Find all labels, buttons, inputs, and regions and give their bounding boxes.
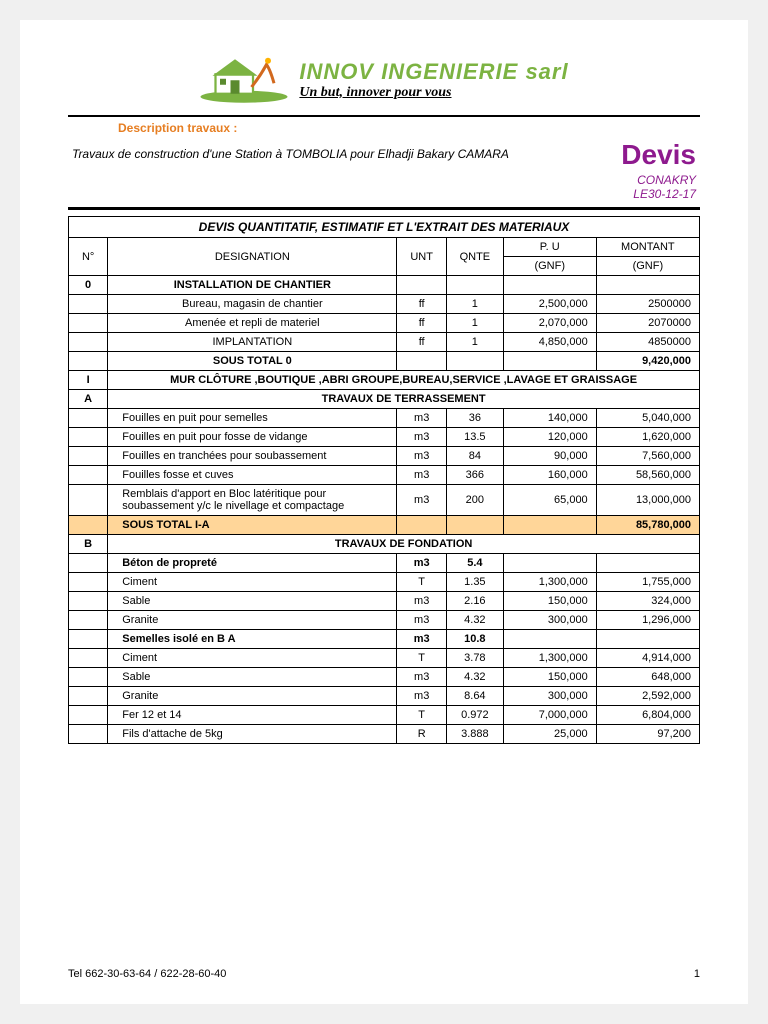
logo-header: INNOV INGENIERIE sarl Un but, innover po… [68, 52, 700, 107]
location-date: CONAKRY LE30-12-17 [68, 173, 700, 201]
thick-divider [68, 207, 700, 210]
col-pu-currency: (GNF) [503, 257, 596, 276]
table-row: IMPLANTATION ff 1 4,850,000 4850000 [69, 333, 700, 352]
table-row: Sable m3 4.32 150,000 648,000 [69, 668, 700, 687]
table-row: Fer 12 et 14 T 0.972 7,000,000 6,804,000 [69, 706, 700, 725]
section-B-num: B [69, 535, 108, 554]
table-row: Granite m3 4.32 300,000 1,296,000 [69, 611, 700, 630]
section-I-num: I [69, 371, 108, 390]
table-row: Amenée et repli de materiel ff 1 2,070,0… [69, 314, 700, 333]
col-designation: DESIGNATION [108, 238, 397, 276]
table-row: Fils d'attache de 5kg R 3.888 25,000 97,… [69, 725, 700, 744]
description-label: Description travaux : [118, 121, 700, 135]
section-0-title: INSTALLATION DE CHANTIER [108, 276, 397, 295]
col-num: N° [69, 238, 108, 276]
company-name: INNOV INGENIERIE sarl [299, 59, 568, 85]
devis-title: Devis [621, 141, 696, 169]
page-footer: Tel 662-30-63-64 / 622-28-60-40 1 [68, 968, 700, 980]
section-B-title: TRAVAUX DE FONDATION [108, 535, 700, 554]
col-montant: MONTANT [596, 238, 699, 257]
col-pu: P. U [503, 238, 596, 257]
section-I-title: MUR CLÔTURE ,BOUTIQUE ,ABRI GROUPE,BUREA… [108, 371, 700, 390]
col-qnte: QNTE [446, 238, 503, 276]
table-row: Fouilles en puit pour semelles m3 36 140… [69, 409, 700, 428]
col-mt-currency: (GNF) [596, 257, 699, 276]
travaux-description: Travaux de construction d'une Station à … [72, 147, 509, 169]
group-row: Semelles isolé en B A m3 10.8 [69, 630, 700, 649]
table-row: Remblais d'apport en Bloc latéritique po… [69, 485, 700, 516]
footer-tel: Tel 662-30-63-64 / 622-28-60-40 [68, 968, 226, 980]
logo-text: INNOV INGENIERIE sarl Un but, innover po… [299, 59, 568, 101]
table-row: Granite m3 8.64 300,000 2,592,000 [69, 687, 700, 706]
table-row: Ciment T 3.78 1,300,000 4,914,000 [69, 649, 700, 668]
table-row: Bureau, magasin de chantier ff 1 2,500,0… [69, 295, 700, 314]
section-A-title: TRAVAUX DE TERRASSEMENT [108, 390, 700, 409]
subtotal-0: SOUS TOTAL 0 9,420,000 [69, 352, 700, 371]
table-title: DEVIS QUANTITATIF, ESTIMATIF ET L'EXTRAI… [69, 217, 700, 238]
devis-table: DEVIS QUANTITATIF, ESTIMATIF ET L'EXTRAI… [68, 216, 700, 744]
table-row: Fouilles en tranchées pour soubassement … [69, 447, 700, 466]
document-page: INNOV INGENIERIE sarl Un but, innover po… [20, 20, 748, 1004]
subtotal-IA: SOUS TOTAL I-A 85,780,000 [69, 516, 700, 535]
section-A-num: A [69, 390, 108, 409]
group-row: Béton de propreté m3 5.4 [69, 554, 700, 573]
logo-icon [199, 52, 289, 107]
table-row: Ciment T 1.35 1,300,000 1,755,000 [69, 573, 700, 592]
footer-page: 1 [694, 968, 700, 980]
table-row: Fouilles fosse et cuves m3 366 160,000 5… [69, 466, 700, 485]
section-0-num: 0 [69, 276, 108, 295]
table-row: Sable m3 2.16 150,000 324,000 [69, 592, 700, 611]
divider [68, 115, 700, 117]
col-unt: UNT [397, 238, 447, 276]
table-row: Fouilles en puit pour fosse de vidange m… [69, 428, 700, 447]
company-slogan: Un but, innover pour vous [299, 85, 568, 101]
